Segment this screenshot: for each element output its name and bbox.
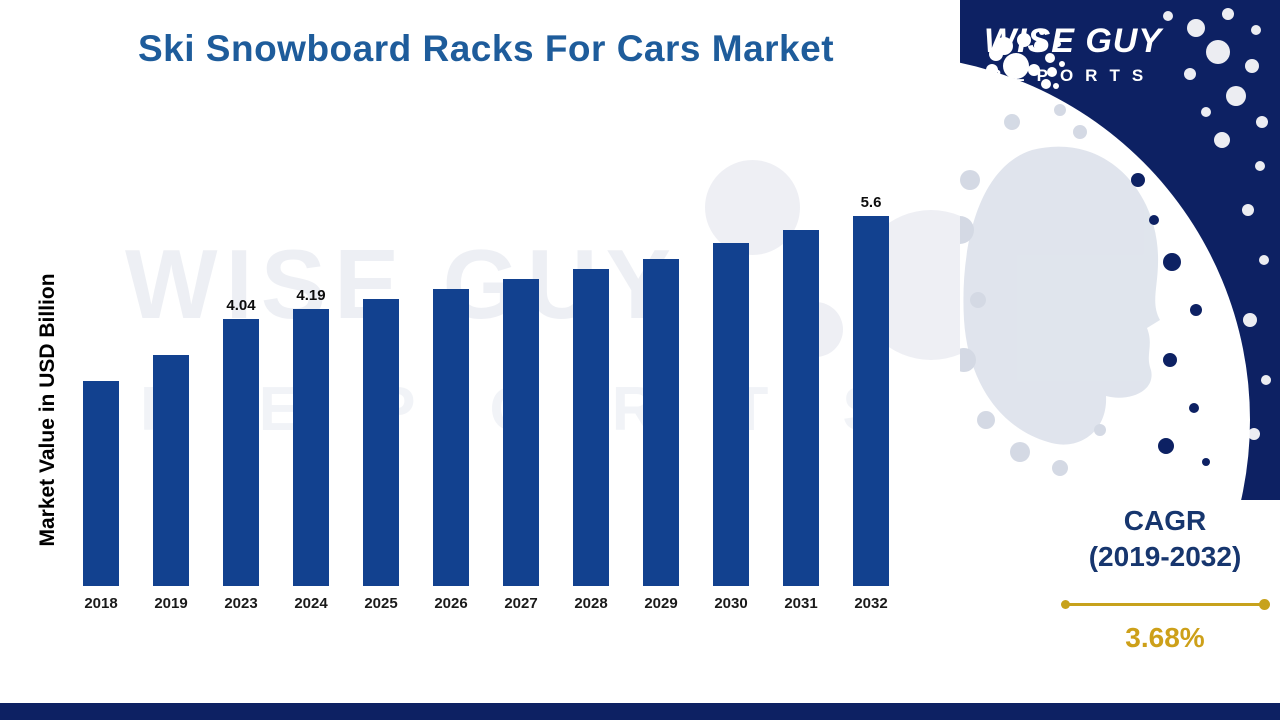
x-axis-tick-label: 2030 [714, 595, 748, 612]
y-axis-label: Market Value in USD Billion [36, 273, 59, 547]
brand-head-icon [986, 29, 1065, 107]
bar-column: 4.19 2024 [276, 142, 346, 612]
bar-column: 2018 [66, 142, 136, 612]
bar-column: 2026 [416, 142, 486, 612]
brand-panel-graphic [960, 0, 1280, 500]
x-axis-tick-label: 2031 [784, 595, 818, 612]
bar-column: 5.6 2032 [836, 142, 906, 612]
bar [853, 216, 889, 586]
footer-bar [0, 703, 1280, 720]
head-watermark [960, 104, 1160, 476]
bar [153, 355, 189, 586]
bar-chart: 2018 2019 4.04 2023 4.19 2024 2025 2026 2027 2028… [66, 142, 906, 612]
bar-value-label: 5.6 [860, 194, 882, 211]
x-axis-tick-label: 2028 [574, 595, 608, 612]
x-axis-tick-label: 2029 [644, 595, 678, 612]
page-title: Ski Snowboard Racks For Cars Market [137, 28, 835, 69]
bar [433, 289, 469, 586]
x-axis-tick-label: 2032 [854, 595, 888, 612]
x-axis-tick-label: 2024 [294, 595, 328, 612]
bar-column: 2025 [346, 142, 416, 612]
cagr-range: (2019-2032) [1088, 541, 1242, 572]
bar-column: 2029 [626, 142, 696, 612]
bar [503, 279, 539, 586]
x-axis-tick-label: 2018 [84, 595, 118, 612]
x-axis-tick-label: 2019 [154, 595, 188, 612]
cagr-value: 3.68% [1125, 622, 1205, 653]
bar-column: 2031 [766, 142, 836, 612]
bar-value-label: 4.19 [296, 287, 326, 304]
bar-column: 2019 [136, 142, 206, 612]
brand-logo: WISE GUY REPORTS [984, 22, 1162, 107]
cagr-underline [1061, 599, 1270, 610]
bar-column: 4.04 2023 [206, 142, 276, 612]
bar-column: 2027 [486, 142, 556, 612]
x-axis-tick-label: 2023 [224, 595, 258, 612]
bar [83, 381, 119, 586]
bar [223, 319, 259, 586]
bar-value-label: 4.04 [226, 297, 256, 314]
bar [363, 299, 399, 586]
cagr-block: CAGR (2019-2032) 3.68% [1058, 505, 1272, 654]
cagr-label: CAGR [1123, 505, 1207, 536]
bar [293, 309, 329, 586]
x-axis-tick-label: 2026 [434, 595, 468, 612]
bar [573, 269, 609, 586]
bar [783, 230, 819, 586]
bar-column: 2030 [696, 142, 766, 612]
brand-panel: WISE GUY REPORTS [960, 0, 1280, 500]
x-axis-tick-label: 2027 [504, 595, 538, 612]
bar [713, 243, 749, 586]
bar [643, 259, 679, 586]
bar-column: 2028 [556, 142, 626, 612]
x-axis-tick-label: 2025 [364, 595, 398, 612]
